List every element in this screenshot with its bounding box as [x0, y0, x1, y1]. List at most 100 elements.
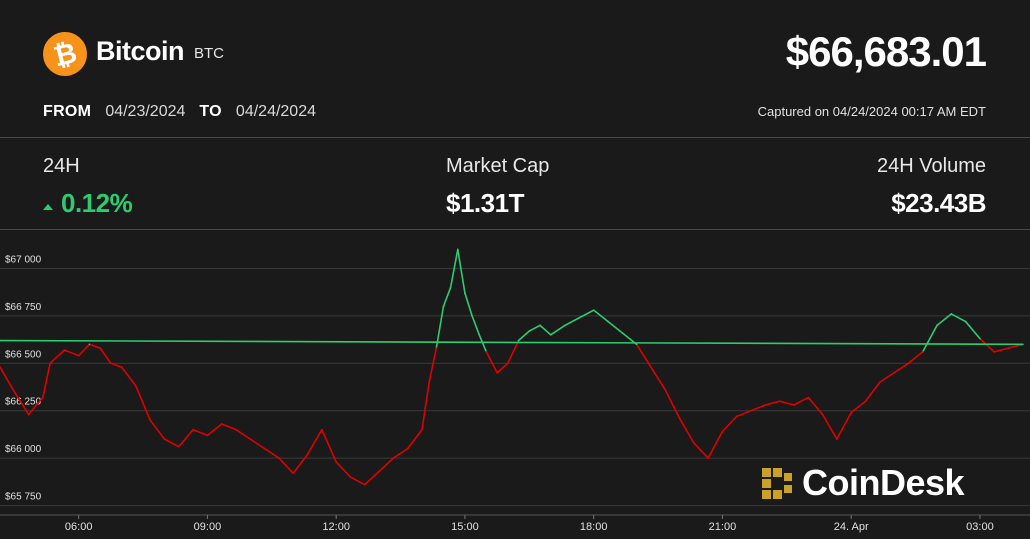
price-point: [249, 438, 252, 440]
price-line-segment: [27, 396, 44, 416]
price-line-segment: [850, 400, 867, 414]
price-point: [979, 337, 981, 340]
price-point: [764, 404, 767, 406]
x-tick-label: 03:00: [966, 521, 994, 533]
price-line-segment: [936, 313, 953, 327]
price-point: [750, 409, 752, 412]
price-line-segment: [893, 362, 910, 374]
price-line-segment: [435, 305, 445, 349]
price-point: [528, 330, 531, 332]
price-line-segment: [13, 390, 30, 416]
price-line-segment: [707, 430, 724, 459]
price-point: [778, 400, 781, 403]
price-line-segment: [77, 343, 91, 357]
price-line-segment: [471, 315, 481, 336]
current-price: $66,683.01: [785, 28, 987, 75]
price-point: [442, 305, 445, 308]
volume-value: $23.43B: [891, 188, 986, 218]
price-line-segment: [206, 423, 223, 437]
price-line-segment: [335, 461, 352, 478]
price-point: [278, 457, 280, 459]
price-point: [163, 438, 166, 440]
price-point: [206, 434, 209, 437]
price-line-segment: [921, 324, 938, 353]
price-point: [363, 483, 366, 486]
price-point: [921, 351, 924, 353]
x-tick-label: 24. Apr: [834, 521, 869, 533]
price-line-segment: [539, 324, 552, 336]
price-point: [878, 381, 881, 384]
bitcoin-logo-icon: ₿: [38, 27, 92, 81]
price-point: [77, 354, 80, 357]
price-line-segment: [306, 428, 323, 456]
price-point: [993, 351, 996, 353]
price-line-segment: [907, 351, 924, 365]
price-point: [936, 324, 938, 327]
date-range: FROM 04/23/2024 TO 04/24/2024: [43, 103, 330, 121]
price-line-segment: [750, 404, 767, 412]
price-point: [464, 292, 466, 294]
y-tick-label: $66 750: [5, 302, 42, 313]
price-line-segment: [478, 334, 488, 353]
x-tick-label: 21:00: [709, 521, 737, 533]
price-point: [517, 339, 520, 342]
price-line-segment: [378, 457, 395, 473]
price-point: [378, 470, 380, 473]
price-point: [135, 385, 137, 387]
price-line-segment: [464, 292, 473, 317]
price-point: [893, 371, 895, 374]
price-line-segment: [979, 337, 996, 353]
price-line-segment: [592, 309, 609, 323]
price-line-segment: [49, 349, 66, 365]
price-line-segment: [964, 320, 981, 340]
price-line-segment: [0, 339, 1024, 346]
watermark-text: CoinDesk: [802, 462, 965, 503]
price-point: [507, 362, 509, 365]
price-point: [964, 320, 967, 323]
price-line-segment: [392, 447, 409, 459]
price-line-segment: [278, 457, 295, 475]
price-line-segment: [721, 415, 738, 433]
captured-timestamp: Captured on 04/24/2024 00:17 AM EDT: [757, 104, 986, 119]
price-point: [650, 366, 652, 368]
price-point: [607, 320, 609, 323]
price-line-segment: [836, 411, 852, 440]
price-line-segment: [235, 428, 252, 440]
change-percent: 0.12%: [61, 188, 133, 218]
price-line-segment: [263, 447, 280, 459]
price-point: [88, 343, 91, 346]
price-point: [235, 428, 237, 431]
price-point: [456, 248, 459, 251]
price-point: [0, 366, 1, 368]
price-line-segment: [735, 409, 752, 418]
price-line-segment: [821, 413, 838, 440]
price-line-segment: [363, 470, 380, 486]
up-arrow-icon: [43, 203, 53, 210]
price-point: [263, 447, 266, 450]
price-point: [421, 428, 423, 431]
y-tick-label: $65 750: [5, 492, 42, 503]
header-divider: [0, 137, 1030, 138]
price-point: [592, 309, 595, 311]
to-date: 04/24/2024: [235, 103, 316, 120]
price-line-segment: [249, 438, 266, 450]
price-point: [406, 447, 409, 450]
price-line-segment: [793, 396, 810, 406]
price-point: [349, 476, 352, 478]
price-point: [549, 334, 552, 336]
price-point: [539, 324, 541, 327]
price-line-segment: [406, 428, 423, 450]
price-line-segment: [135, 385, 152, 421]
stats-divider: [0, 229, 1030, 230]
market-cap-label: Market Cap: [446, 155, 550, 177]
y-tick-label: $66 000: [5, 444, 42, 455]
price-line-segment: [764, 400, 781, 406]
price-line-segment: [120, 366, 137, 387]
price-point: [478, 334, 481, 336]
to-label: TO: [199, 103, 222, 120]
price-line-segment: [517, 330, 531, 342]
price-line-segment: [428, 347, 438, 384]
price-line-segment: [878, 371, 895, 384]
price-chart: $65 750 $66 000 $66 250 $66 500 $66 750 $67 0…: [0, 248, 1030, 533]
price-line-segment: [0, 366, 16, 393]
